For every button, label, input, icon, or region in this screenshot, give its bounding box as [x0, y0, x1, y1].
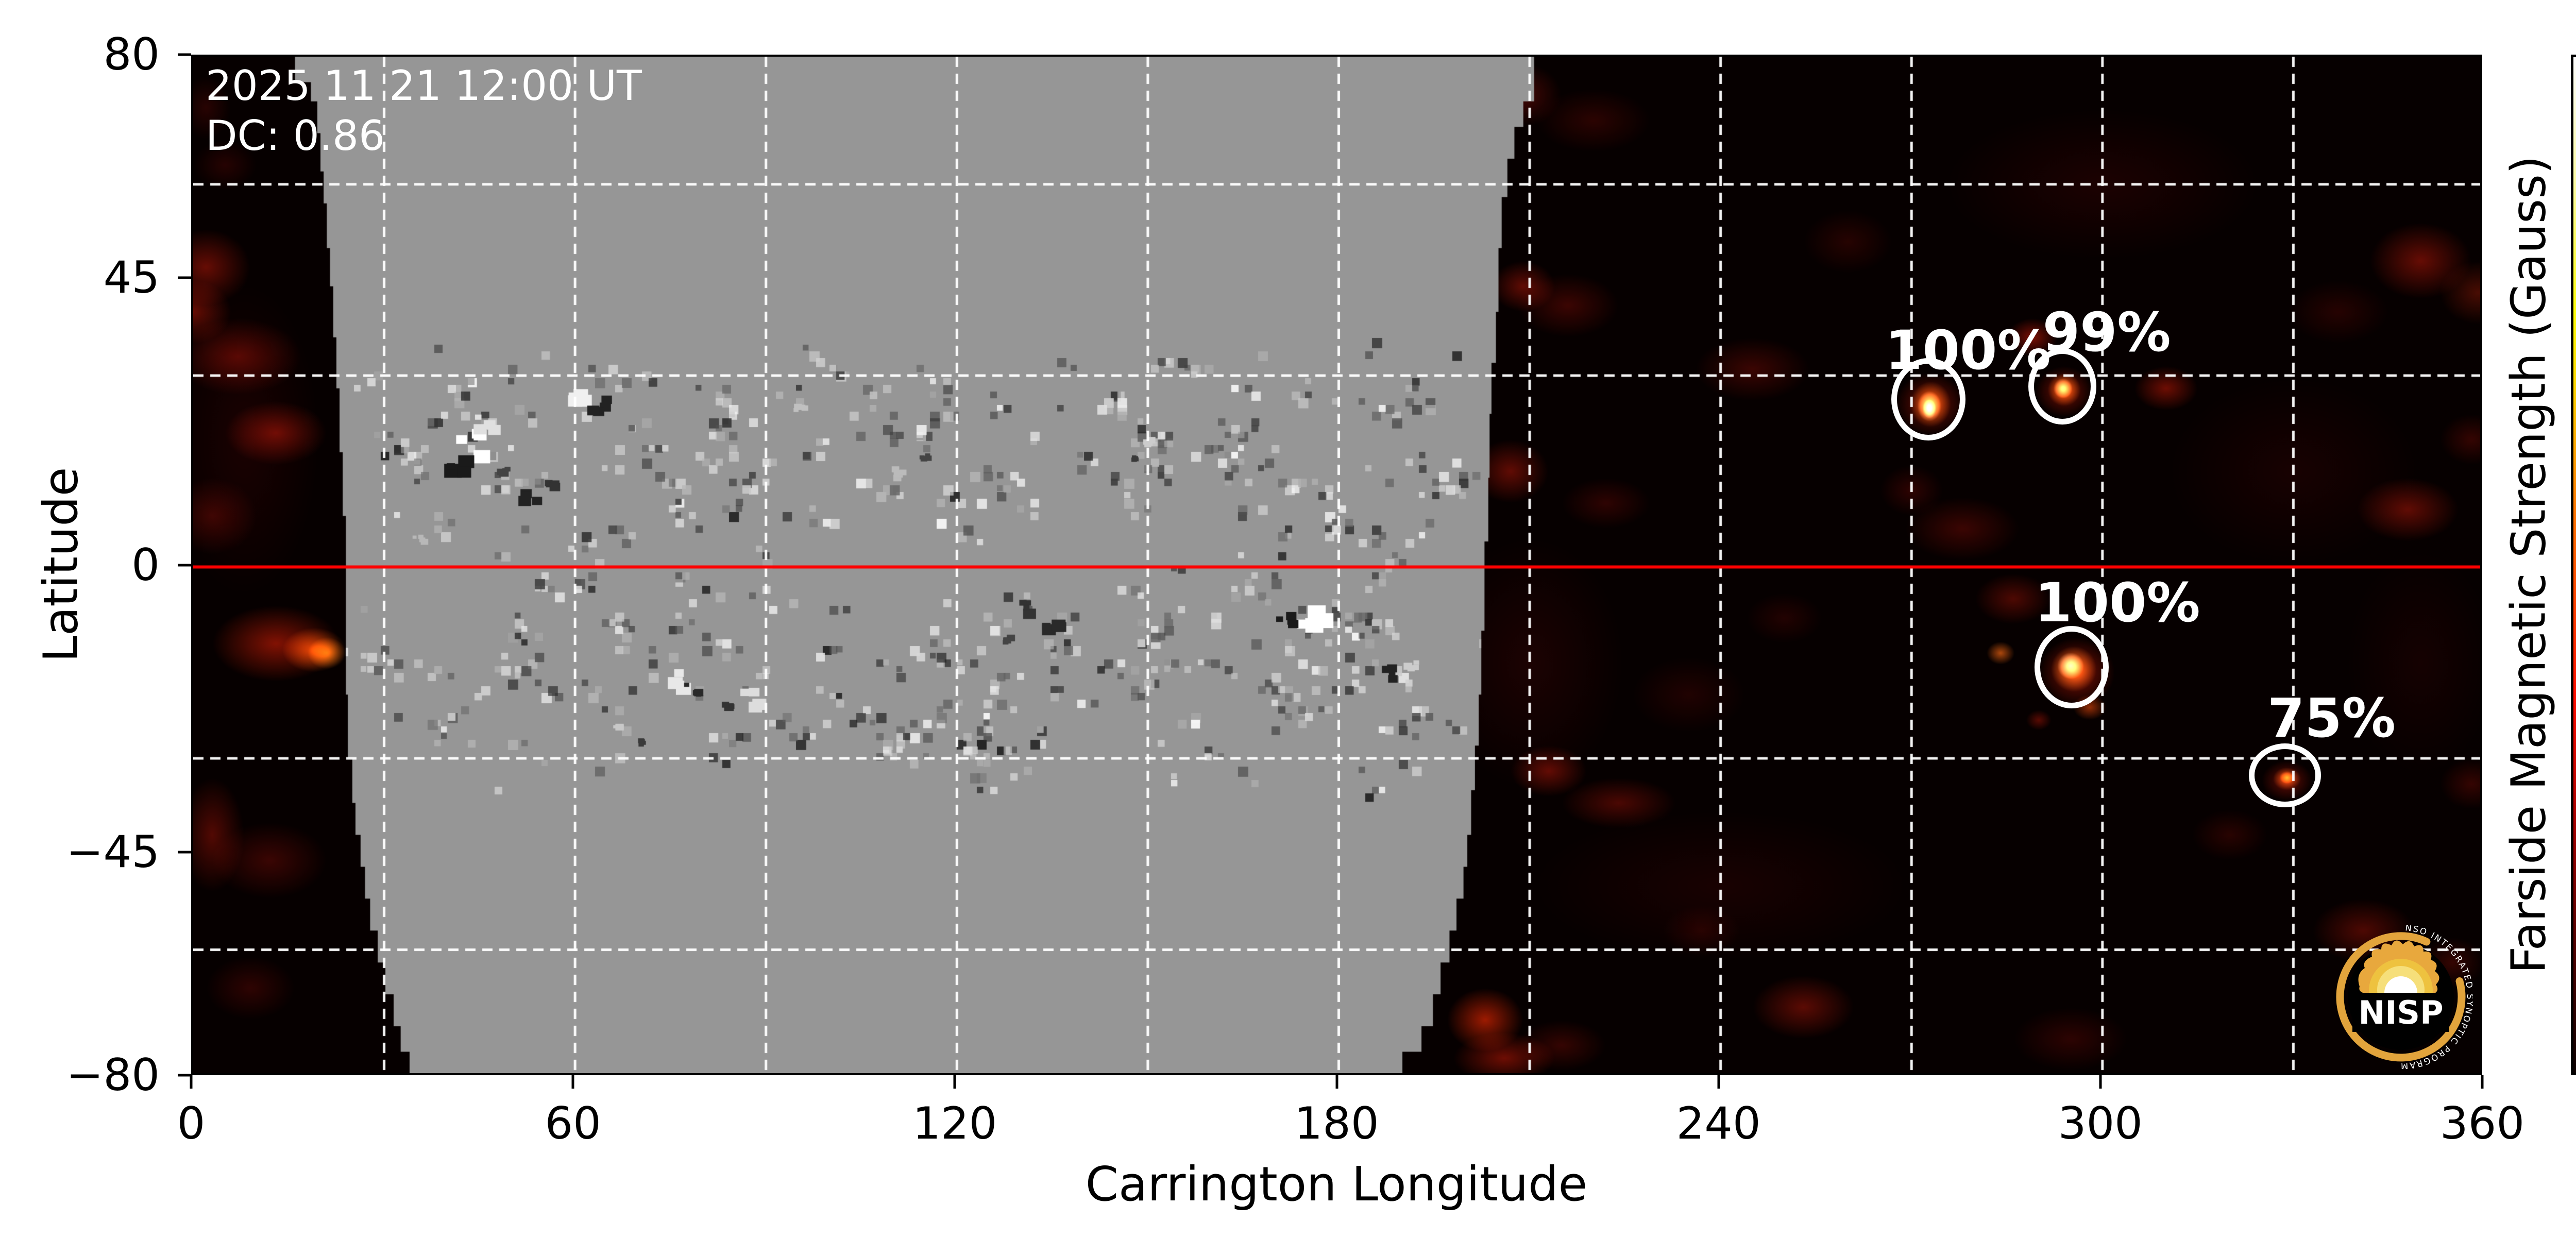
x-tick-label-240: 240 [1676, 1098, 1761, 1149]
y-tick-label-80: 80 [103, 29, 160, 80]
detection-circle-3[interactable] [2249, 743, 2321, 808]
detection-probability-label-3: 75% [2267, 687, 2396, 750]
x-tick-mark-300 [2099, 1075, 2102, 1089]
x-tick-label-360: 360 [2439, 1098, 2525, 1149]
detection-circle-0[interactable] [1891, 358, 1966, 440]
map-datetime-overlay: 2025 11 21 12:00 UT DC: 0.86 [206, 61, 642, 161]
detection-probability-label-2: 100% [2035, 571, 2200, 634]
nisp-logo-sun-core [2384, 976, 2417, 993]
y-tick-mark--80 [178, 1074, 191, 1077]
x-tick-mark-0 [190, 1075, 193, 1089]
y-tick-mark-45 [178, 276, 191, 279]
x-tick-label-0: 0 [177, 1098, 206, 1149]
farside-colorbar-label: Farside Magnetic Strength (Gauss) [2501, 156, 2556, 974]
detection-probability-label-0: 100% [1885, 318, 2051, 382]
y-tick-label-45: 45 [103, 252, 160, 304]
map-duty-cycle: DC: 0.86 [206, 112, 385, 160]
nisp-logo-band [2352, 993, 2449, 1032]
farside-colorbar [2571, 55, 2576, 1075]
x-axis-label: Carrington Longitude [1085, 1157, 1588, 1212]
y-tick-label-0: 0 [131, 539, 160, 591]
x-tick-mark-120 [953, 1075, 956, 1089]
y-tick-label--45: −45 [66, 826, 160, 878]
x-tick-label-60: 60 [545, 1098, 601, 1149]
x-tick-mark-240 [1717, 1075, 1720, 1089]
y-tick-mark-80 [178, 53, 191, 56]
map-plot-area[interactable]: 2025 11 21 12:00 UT DC: 0.86 100% 99% 100%… [191, 55, 2482, 1075]
nisp-logo: NISP NSO INTEGRATED SYNOPTIC PROGRAM [2336, 925, 2473, 1069]
detection-circle-2[interactable] [2035, 625, 2109, 708]
x-tick-mark-180 [1335, 1075, 1338, 1089]
x-tick-label-120: 120 [912, 1098, 997, 1149]
y-tick-mark--45 [178, 851, 191, 854]
y-tick-mark-0 [178, 564, 191, 566]
detection-probability-label-1: 99% [2042, 300, 2171, 364]
magnetic-map-canvas [193, 57, 2480, 1073]
x-tick-mark-60 [571, 1075, 574, 1089]
nisp-logo-text: NISP [2358, 994, 2443, 1031]
detection-circle-1[interactable] [2028, 348, 2096, 425]
x-tick-mark-360 [2481, 1075, 2484, 1089]
x-tick-label-300: 300 [2058, 1098, 2143, 1149]
nisp-logo-ring [2336, 932, 2466, 1062]
x-tick-label-180: 180 [1294, 1098, 1379, 1149]
map-datetime: 2025 11 21 12:00 UT [206, 62, 642, 110]
y-tick-label--80: −80 [66, 1049, 160, 1101]
